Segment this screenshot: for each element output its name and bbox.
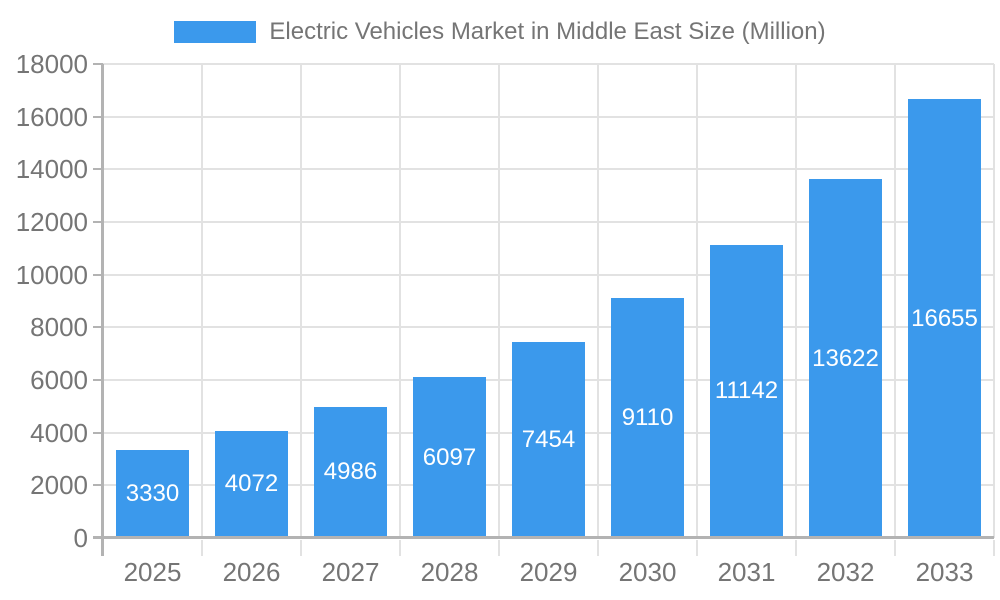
bar: 6097 bbox=[413, 377, 486, 538]
gridline-horizontal bbox=[103, 326, 994, 329]
x-tick-label: 2027 bbox=[321, 557, 380, 587]
y-tick-label: 18000 bbox=[15, 49, 88, 79]
plot-area: 3330 4072 4986 6097 7454 9110 11142 13622 16655 bbox=[93, 63, 995, 556]
bar-value-label: 4072 bbox=[224, 470, 279, 498]
x-tick-label: 2031 bbox=[717, 557, 776, 587]
gridline-horizontal bbox=[103, 63, 994, 65]
gridline-vertical bbox=[201, 64, 203, 538]
legend-label: Electric Vehicles Market in Middle East … bbox=[269, 18, 826, 45]
y-axis-tick bbox=[93, 168, 103, 171]
x-tick-label: 2026 bbox=[222, 557, 281, 587]
x-axis-tick bbox=[795, 540, 797, 556]
y-tick-label: 12000 bbox=[15, 207, 88, 237]
x-axis-tick bbox=[399, 540, 401, 556]
gridline-vertical bbox=[498, 64, 500, 538]
gridline-horizontal bbox=[103, 273, 994, 276]
bar: 16655 bbox=[908, 99, 981, 538]
y-axis-tick bbox=[93, 326, 103, 329]
bar: 4986 bbox=[314, 406, 387, 538]
x-axis-tick bbox=[201, 540, 203, 556]
bar: 7454 bbox=[512, 341, 585, 538]
legend-swatch bbox=[174, 21, 257, 43]
x-axis-line bbox=[93, 536, 994, 539]
y-axis-tick bbox=[93, 63, 103, 65]
x-axis-tick bbox=[498, 540, 500, 556]
x-axis-tick bbox=[993, 540, 995, 556]
y-axis-tick bbox=[93, 379, 103, 381]
bar-value-label: 13622 bbox=[812, 344, 879, 372]
y-tick-label: 8000 bbox=[30, 312, 88, 343]
gridline-horizontal bbox=[103, 168, 994, 171]
bar-value-label: 4986 bbox=[323, 458, 378, 486]
y-axis-tick bbox=[93, 484, 103, 487]
bar: 3330 bbox=[116, 450, 189, 538]
legend: Electric Vehicles Market in Middle East … bbox=[0, 17, 1000, 47]
gridline-horizontal bbox=[103, 115, 994, 118]
gridline-vertical bbox=[597, 64, 599, 538]
y-axis-tick bbox=[93, 431, 103, 434]
bar: 11142 bbox=[710, 244, 783, 538]
y-tick-label: 0 bbox=[73, 523, 88, 553]
gridline-vertical bbox=[894, 64, 896, 538]
x-tick-label: 2033 bbox=[915, 557, 974, 587]
gridline-vertical bbox=[300, 64, 302, 538]
bar: 9110 bbox=[611, 298, 684, 538]
y-tick-label: 4000 bbox=[30, 417, 88, 448]
y-axis-tick bbox=[93, 221, 103, 223]
y-tick-label: 14000 bbox=[15, 154, 88, 185]
x-tick-label: 2028 bbox=[420, 557, 479, 587]
bar-value-label: 6097 bbox=[422, 443, 477, 471]
y-tick-label: 16000 bbox=[15, 101, 88, 132]
x-axis-tick bbox=[300, 540, 302, 556]
gridline-vertical bbox=[795, 64, 797, 538]
gridline-vertical bbox=[696, 64, 698, 538]
bar-value-label: 16655 bbox=[911, 304, 978, 332]
y-tick-label: 6000 bbox=[30, 365, 88, 395]
x-tick-label: 2030 bbox=[618, 557, 677, 587]
x-tick-label: 2029 bbox=[519, 557, 578, 587]
bar: 4072 bbox=[215, 430, 288, 538]
x-tick-label: 2032 bbox=[816, 557, 875, 587]
bar-value-label: 11142 bbox=[714, 377, 779, 405]
y-axis-line bbox=[101, 64, 104, 556]
x-axis-tick bbox=[894, 540, 896, 556]
gridline-horizontal bbox=[103, 221, 994, 223]
x-tick-label: 2025 bbox=[123, 557, 182, 587]
gridline-vertical bbox=[399, 64, 401, 538]
y-axis-tick bbox=[93, 273, 103, 276]
x-axis-tick bbox=[597, 540, 599, 556]
x-axis-tick bbox=[696, 540, 698, 556]
bar-value-label: 3330 bbox=[125, 480, 180, 508]
gridline-vertical bbox=[993, 64, 995, 538]
y-tick-label: 10000 bbox=[15, 259, 88, 290]
bar: 13622 bbox=[809, 179, 882, 538]
y-axis-tick bbox=[93, 115, 103, 118]
bar-value-label: 7454 bbox=[521, 425, 576, 453]
y-tick-label: 2000 bbox=[30, 470, 88, 501]
bar-value-label: 9110 bbox=[621, 404, 674, 432]
